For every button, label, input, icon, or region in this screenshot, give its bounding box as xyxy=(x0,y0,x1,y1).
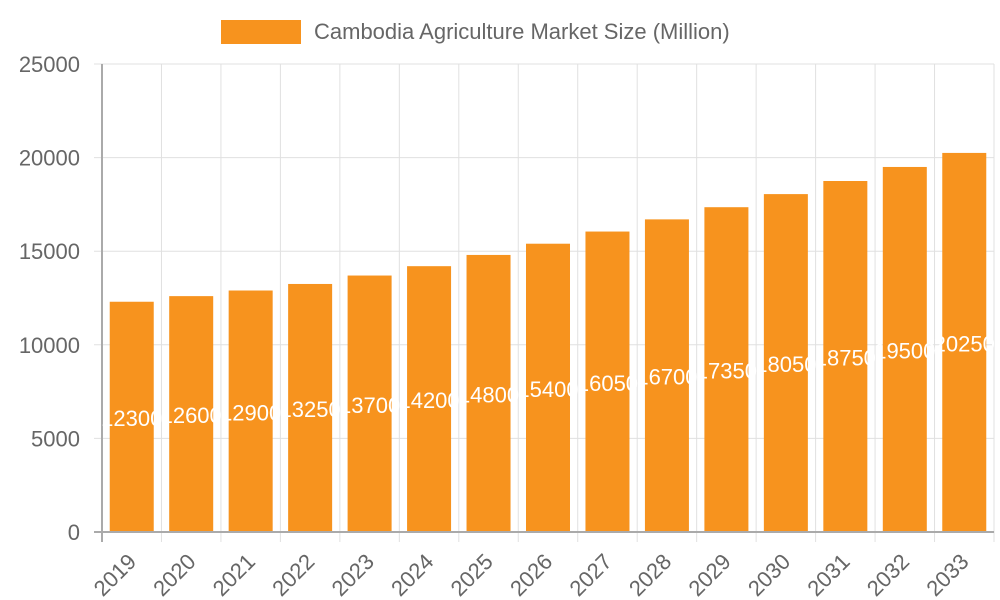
chart-legend[interactable]: Cambodia Agriculture Market Size (Millio… xyxy=(221,19,730,45)
data-label: 16700 xyxy=(636,365,697,390)
x-tick-label: 2033 xyxy=(921,549,973,600)
x-tick-label: 2030 xyxy=(743,549,795,600)
bar-2020[interactable] xyxy=(169,296,214,532)
bar-2030[interactable] xyxy=(763,194,808,532)
x-tick-label: 2020 xyxy=(148,549,200,600)
x-tick-label: 2022 xyxy=(267,549,319,600)
data-label: 16050 xyxy=(577,371,638,396)
x-tick-label: 2023 xyxy=(327,549,379,600)
x-tick-label: 2027 xyxy=(565,549,617,600)
bar-2021[interactable] xyxy=(228,290,273,532)
y-tick-label: 15000 xyxy=(19,239,80,264)
x-tick-label: 2019 xyxy=(89,549,141,600)
x-tick-label: 2024 xyxy=(386,549,438,600)
x-tick-label: 2032 xyxy=(862,549,914,600)
legend-label: Cambodia Agriculture Market Size (Millio… xyxy=(314,19,730,44)
bar-2028[interactable] xyxy=(644,219,689,532)
data-labels: 1230012600129001325013700142001480015400… xyxy=(101,331,995,430)
y-tick-label: 0 xyxy=(68,520,80,545)
bar-2027[interactable] xyxy=(585,231,630,532)
data-label: 12600 xyxy=(161,403,222,428)
y-tick-label: 10000 xyxy=(19,333,80,358)
x-tick-label: 2025 xyxy=(446,549,498,600)
y-tick-label: 5000 xyxy=(31,426,80,451)
y-tick-label: 25000 xyxy=(19,52,80,77)
x-tick-label: 2031 xyxy=(802,549,854,600)
data-label: 13250 xyxy=(280,397,341,422)
bar-2023[interactable] xyxy=(347,275,392,532)
bar-2031[interactable] xyxy=(823,181,868,532)
x-tick-label: 2028 xyxy=(624,549,676,600)
data-label: 12300 xyxy=(101,406,162,431)
bar-2032[interactable] xyxy=(882,166,927,532)
x-tick-label: 2029 xyxy=(683,549,735,600)
x-tick-label: 2026 xyxy=(505,549,557,600)
bar-2019[interactable] xyxy=(109,301,154,532)
data-label: 17350 xyxy=(696,359,757,384)
data-label: 20250 xyxy=(934,331,995,356)
bars xyxy=(109,152,987,533)
x-tick-label: 2021 xyxy=(208,549,260,600)
data-label: 14800 xyxy=(458,382,519,407)
bar-2029[interactable] xyxy=(704,207,749,532)
data-label: 13700 xyxy=(339,393,400,418)
bar-2024[interactable] xyxy=(407,266,452,532)
data-label: 15400 xyxy=(517,377,578,402)
data-label: 18750 xyxy=(815,346,876,371)
bar-2033[interactable] xyxy=(942,152,987,533)
legend-swatch xyxy=(221,20,301,44)
bar-2026[interactable] xyxy=(525,243,571,532)
data-label: 12900 xyxy=(220,400,281,425)
data-label: 19500 xyxy=(874,338,935,363)
y-tick-label: 20000 xyxy=(19,146,80,171)
bar-2022[interactable] xyxy=(288,283,333,532)
data-label: 18050 xyxy=(755,352,816,377)
bar-2025[interactable] xyxy=(466,254,511,532)
data-label: 14200 xyxy=(398,388,459,413)
